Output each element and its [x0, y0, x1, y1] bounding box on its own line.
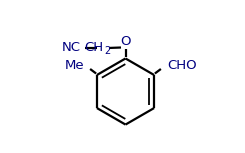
- Text: 2: 2: [105, 46, 111, 56]
- Text: Me: Me: [64, 59, 84, 72]
- Text: O: O: [120, 35, 131, 48]
- Text: CH: CH: [84, 41, 103, 54]
- Text: CHO: CHO: [168, 59, 197, 72]
- Text: NC: NC: [61, 41, 80, 54]
